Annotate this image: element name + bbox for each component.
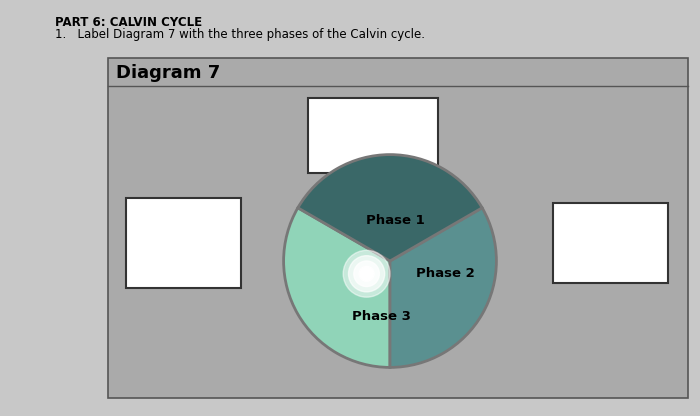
Wedge shape — [390, 208, 496, 367]
Text: Phase 3: Phase 3 — [352, 310, 411, 323]
Text: Phase 1: Phase 1 — [366, 214, 425, 227]
Text: Phase 2: Phase 2 — [416, 267, 475, 280]
Wedge shape — [298, 155, 482, 261]
Circle shape — [343, 250, 390, 297]
Text: 1.   Label Diagram 7 with the three phases of the Calvin cycle.: 1. Label Diagram 7 with the three phases… — [55, 28, 425, 41]
Text: PART 6: CALVIN CYCLE: PART 6: CALVIN CYCLE — [55, 16, 202, 29]
Circle shape — [354, 261, 379, 287]
Wedge shape — [284, 208, 390, 367]
Bar — [308, 98, 438, 173]
Circle shape — [359, 266, 374, 281]
Text: Diagram 7: Diagram 7 — [116, 64, 220, 82]
Bar — [108, 58, 688, 398]
Circle shape — [349, 256, 385, 292]
Bar — [126, 198, 241, 288]
Bar — [553, 203, 668, 283]
